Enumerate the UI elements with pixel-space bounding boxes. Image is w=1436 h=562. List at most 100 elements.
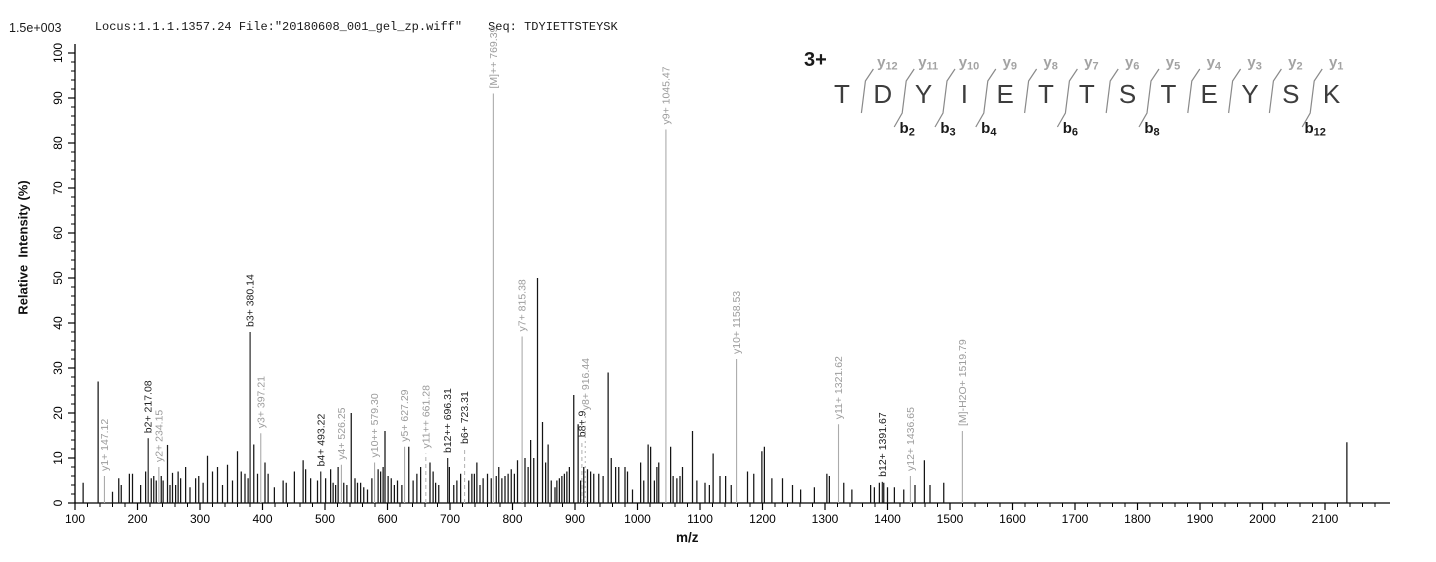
y-ion-label: y7 — [1084, 54, 1098, 73]
residue: K — [1323, 79, 1341, 109]
peak-label: y5+ 627.29 — [399, 389, 411, 441]
y-ion-label: y3 — [1247, 54, 1261, 73]
x-tick-label: 600 — [377, 512, 397, 526]
b-ion-label: b3 — [940, 120, 955, 139]
peak-label: b12+ 1391.67 — [877, 412, 889, 477]
x-tick-label: 1200 — [749, 512, 776, 526]
y-tick-label: 40 — [51, 316, 65, 330]
x-tick-label: 900 — [565, 512, 585, 526]
y-tick-label: 50 — [51, 271, 65, 285]
fragment-mark — [1228, 68, 1242, 114]
x-tick-label: 1100 — [687, 512, 713, 526]
peak-label: y8+ 916.44 — [580, 358, 592, 410]
y-tick-label: 10 — [51, 451, 65, 465]
residue: S — [1282, 79, 1299, 109]
peak-label: y7+ 815.38 — [517, 279, 529, 331]
residue: T — [834, 79, 850, 109]
residue: S — [1119, 79, 1136, 109]
x-tick-label: 200 — [127, 512, 147, 526]
x-tick-label: 1700 — [1062, 512, 1089, 526]
residue: D — [873, 79, 892, 109]
x-tick-label: 2000 — [1249, 512, 1276, 526]
residue: Y — [915, 79, 932, 109]
fragment-mark — [934, 68, 956, 128]
y-tick-label: 100 — [51, 43, 65, 63]
y-tick-label: 20 — [51, 406, 65, 420]
residue: T — [1079, 79, 1095, 109]
residue: E — [997, 79, 1014, 109]
residue: E — [1201, 79, 1218, 109]
fragment-mark — [1268, 68, 1282, 114]
peak-label: y1+ 147.12 — [99, 419, 111, 471]
x-tick-label: 400 — [252, 512, 272, 526]
x-tick-label: 700 — [440, 512, 460, 526]
y-ion-label: y8 — [1043, 54, 1057, 73]
axes — [74, 44, 1390, 504]
x-tick-label: 1000 — [624, 512, 651, 526]
intensity-scale-label: 1.5e+003 — [9, 21, 62, 35]
peak-label: y10+ 1158.53 — [731, 291, 743, 354]
x-tick-label: 2100 — [1312, 512, 1339, 526]
peak-label: b12++ 696.31 — [442, 388, 454, 453]
x-tick-label: 1500 — [937, 512, 964, 526]
fragment-mark — [1301, 68, 1323, 128]
fragment-mark — [860, 68, 874, 114]
b-ion-label: b4 — [981, 120, 997, 139]
residue: Y — [1241, 79, 1258, 109]
fragment-mark — [975, 68, 997, 128]
y-tick-label: 0 — [51, 499, 65, 506]
peak-label: y10++ 579.30 — [369, 393, 381, 457]
y-ion-label: y5 — [1166, 54, 1180, 73]
fragment-mark — [1024, 68, 1038, 114]
x-tick-label: 800 — [502, 512, 522, 526]
y-tick-label: 70 — [51, 181, 65, 195]
x-ticks: 100 200 300 400 500 600 700 800 900 1000 1100 1200 1… — [65, 503, 1376, 526]
peak-label: b8+ 9 — [576, 411, 588, 438]
peak-label: y11++ 661.28 — [420, 385, 432, 449]
locus-file-label: Locus:1.1.1.1357.24 File:"20180608_001_g… — [94, 20, 463, 34]
fragment-mark — [1105, 68, 1119, 114]
y-tick-label: 60 — [51, 226, 65, 240]
y-ion-label: y6 — [1125, 54, 1139, 73]
y-ticks: 0 10 20 30 40 50 60 70 80 90 100 — [51, 43, 75, 506]
charge-state-label: 3+ — [804, 49, 827, 71]
x-tick-label: 1900 — [1187, 512, 1214, 526]
x-tick-label: 1400 — [874, 512, 901, 526]
b-ion-label: b2 — [900, 120, 915, 139]
peak-label: y9+ 1045.47 — [660, 66, 672, 124]
unlabeled-peaks — [82, 278, 1348, 503]
peak-label: y2+ 234.15 — [153, 410, 165, 462]
y-ion-label: y11 — [918, 54, 938, 73]
residue: T — [1160, 79, 1176, 109]
x-tick-label: 1300 — [812, 512, 839, 526]
y-ion-label: y12 — [877, 54, 898, 73]
x-tick-label: 1600 — [999, 512, 1026, 526]
y-ion-label: y4 — [1207, 54, 1222, 73]
fragment-mark — [1187, 68, 1201, 114]
x-tick-label: 300 — [190, 512, 210, 526]
y-ion-label: y10 — [959, 54, 980, 73]
x-axis-title: m/z — [676, 530, 699, 545]
y-tick-label: 90 — [51, 91, 65, 105]
b-ion-label: b12 — [1304, 120, 1325, 139]
peak-label: y12+ 1436.65 — [905, 407, 917, 471]
peak-label: [M]++ 769.39 — [488, 26, 500, 88]
fragment-mark — [1138, 68, 1160, 128]
x-tick-label: 500 — [315, 512, 335, 526]
peak-label: [M]-H2O+ 1519.79 — [957, 339, 969, 426]
x-tick-label: 1800 — [1124, 512, 1151, 526]
fragment-mark — [1056, 68, 1078, 128]
y-tick-label: 30 — [51, 361, 65, 375]
peak-label: b3+ 380.14 — [245, 274, 257, 327]
y-ion-label: y9 — [1003, 54, 1017, 73]
b-ion-label: b8 — [1144, 120, 1159, 139]
sequence-label: Seq: TDYIETTSTEYSK — [488, 20, 618, 34]
peak-label: y11+ 1321.62 — [833, 356, 845, 419]
peak-label: y3+ 397.21 — [255, 376, 267, 428]
residue: T — [1038, 79, 1054, 109]
fragment-mark — [893, 68, 915, 128]
